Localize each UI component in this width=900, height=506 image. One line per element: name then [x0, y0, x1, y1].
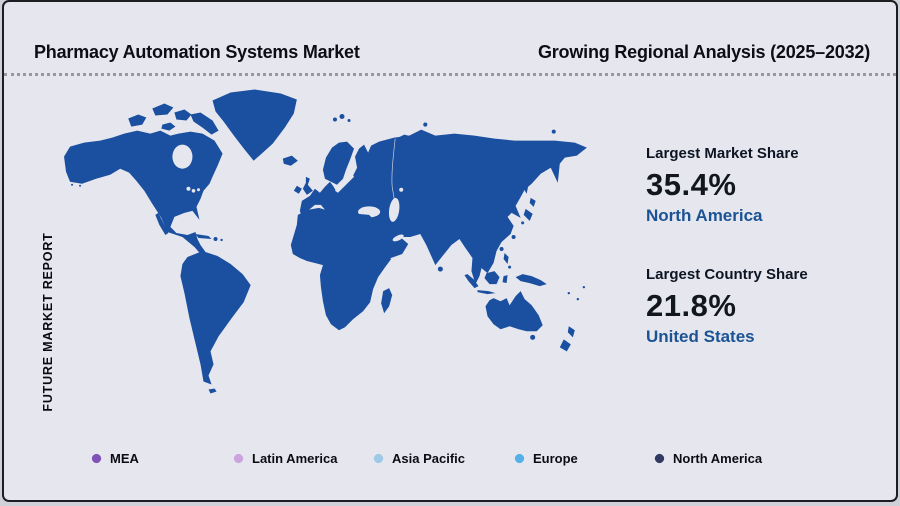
stat-region: North America: [646, 206, 763, 225]
island-greenland: [212, 89, 297, 161]
continent-south-america: [180, 251, 251, 385]
legend-label: Latin America: [252, 450, 338, 466]
stat-value: 35.4%: [646, 167, 737, 202]
brand-watermark: FUTURE MARKET REPORT: [41, 232, 55, 412]
legend-dot-icon: [653, 451, 666, 465]
continent-africa: [290, 207, 392, 331]
legend-dot-icon: [232, 451, 245, 465]
legend-dot-icon: [513, 451, 526, 465]
header: Pharmacy Automation Systems Market Growi…: [4, 42, 896, 63]
legend-dot-icon: [90, 451, 103, 465]
island-new-guinea: [515, 274, 547, 287]
island-new-zealand: [567, 326, 575, 338]
legend-item-asia-pacific: Asia Pacific: [372, 450, 465, 466]
legend-label: MEA: [110, 450, 139, 466]
legend-item-mea: MEA: [90, 450, 139, 466]
stat-value: 21.8%: [646, 288, 737, 323]
legend-item-north-america: North America: [653, 450, 763, 466]
stat-largest-country-share: Largest Country Share 21.8% United State…: [646, 266, 808, 347]
legend-label: North America: [673, 450, 763, 466]
legend-item-europe: Europe: [513, 450, 578, 466]
continent-australia: [485, 291, 543, 332]
stat-label: Largest Market Share: [646, 145, 799, 162]
stat-largest-market-share: Largest Market Share 35.4% North America: [646, 145, 799, 226]
stat-region: United States: [646, 327, 755, 346]
island-madagascar: [381, 288, 393, 314]
legend-dot-icon: [372, 451, 385, 465]
page-title-right: Growing Regional Analysis (2025–2032): [537, 42, 870, 62]
legend-item-latin-america: Latin America: [232, 450, 338, 466]
legend-label: Europe: [533, 450, 578, 466]
stat-label: Largest Country Share: [646, 266, 808, 283]
page-title-left: Pharmacy Automation Systems Market: [34, 42, 360, 62]
legend-label: Asia Pacific: [392, 450, 465, 466]
dotted-divider: [4, 73, 896, 76]
world-map: [64, 89, 587, 394]
continent-north-america: [64, 130, 223, 263]
continent-eurasia: [299, 129, 587, 285]
